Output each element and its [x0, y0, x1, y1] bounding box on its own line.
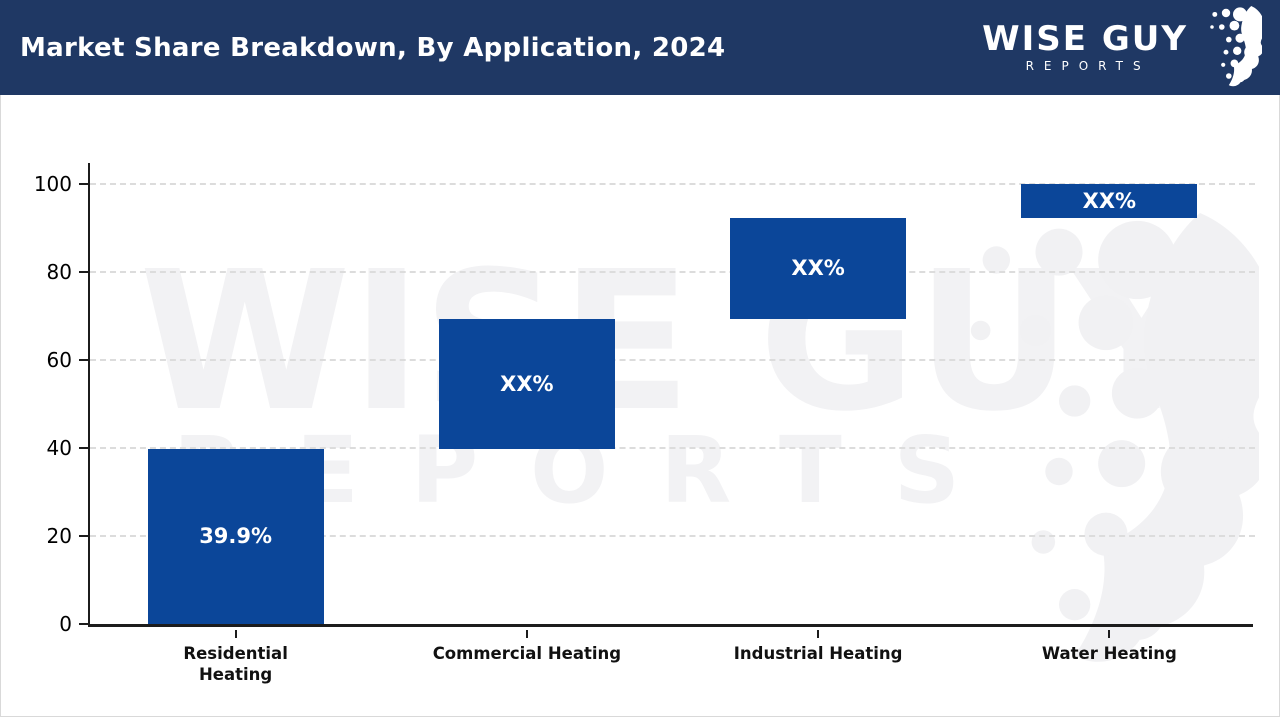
y-axis-tick-label: 80 [46, 260, 72, 285]
bar-value-label: 39.9% [199, 524, 273, 549]
y-axis-tick [79, 447, 88, 450]
gridline [90, 271, 1255, 274]
x-axis-category-label: Residential Heating [183, 644, 288, 685]
gridline [90, 535, 1255, 538]
x-axis-category-label: Commercial Heating [432, 644, 622, 663]
y-axis-tick-label: 0 [59, 612, 72, 636]
y-axis-tick [79, 183, 88, 186]
bar-segment: 39.9% [147, 448, 324, 624]
bar-segment: XX% [730, 217, 907, 319]
logo-wordmark: WISE GUY [982, 18, 1188, 59]
watermark-face-icon [970, 213, 1259, 662]
y-axis-tick [79, 271, 88, 274]
gridline [90, 359, 1255, 362]
y-axis-tick [79, 623, 88, 625]
y-axis-tick-label: 100 [33, 172, 72, 197]
bar-value-label: XX% [500, 371, 554, 396]
x-axis-category-label: Water Heating [1041, 644, 1177, 663]
bar-segment: XX% [1021, 184, 1198, 218]
bar-value-label: XX% [791, 256, 845, 281]
y-axis-tick-label: 20 [46, 524, 72, 549]
gridline [90, 183, 1255, 186]
gridline [90, 447, 1255, 450]
x-axis-category-label: Industrial Heating [733, 644, 903, 663]
y-axis-tick [79, 535, 88, 538]
x-axis-tick [234, 630, 237, 638]
x-axis-tick [817, 630, 820, 638]
chart-canvas: WISE GUY REPORTS 0 20 40 60 80 100 39.9% XX% XX%… [0, 95, 1280, 717]
y-axis-tick-label: 60 [46, 348, 72, 373]
page-title: Market Share Breakdown, By Application, … [20, 32, 726, 63]
x-axis-tick [525, 630, 528, 638]
logo-text: WISE GUY REPORTS [982, 18, 1188, 74]
logo-subtext: REPORTS [1025, 59, 1151, 74]
y-axis-tick [79, 359, 88, 362]
y-axis-tick-label: 40 [46, 436, 72, 461]
plot-area: 0 20 40 60 80 100 39.9% XX% XX% XX% Residential He… [34, 163, 1255, 684]
header-bar: Market Share Breakdown, By Application, … [0, 0, 1280, 95]
logo-face-icon [1210, 5, 1262, 86]
bar-value-label: XX% [1082, 188, 1137, 213]
bar-segment: XX% [438, 318, 615, 449]
brand-logo: WISE GUY REPORTS [982, 5, 1262, 90]
x-axis-tick [1108, 630, 1111, 638]
